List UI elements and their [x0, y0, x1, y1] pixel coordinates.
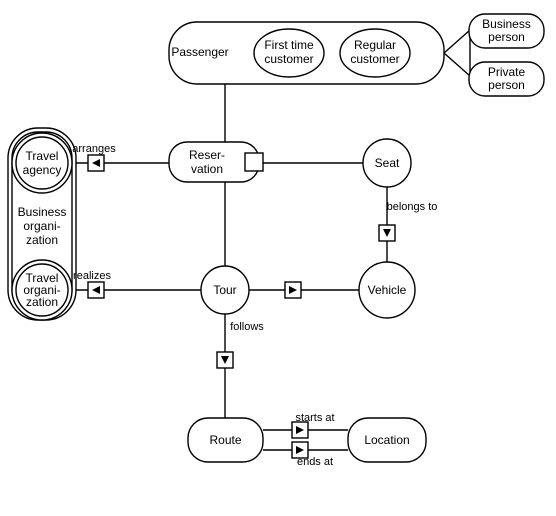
svg-text:ends at: ends at — [297, 456, 333, 468]
svg-text:Private: Private — [488, 65, 526, 79]
svg-text:customer: customer — [264, 52, 313, 66]
svg-text:Vehicle: Vehicle — [368, 283, 407, 297]
svg-text:belongs to: belongs to — [387, 201, 438, 213]
svg-text:organi-: organi- — [23, 219, 60, 233]
svg-text:follows: follows — [230, 321, 264, 333]
svg-text:Travel: Travel — [26, 149, 59, 163]
svg-text:Passenger: Passenger — [171, 45, 228, 59]
svg-text:Regular: Regular — [354, 38, 396, 52]
svg-text:Seat: Seat — [375, 156, 400, 170]
svg-text:arranges: arranges — [72, 143, 116, 155]
svg-text:Tour: Tour — [213, 283, 236, 297]
svg-text:Route: Route — [209, 433, 241, 447]
svg-text:zation: zation — [26, 233, 58, 247]
svg-text:agency: agency — [23, 163, 62, 177]
svg-text:person: person — [488, 78, 525, 92]
svg-text:Business: Business — [18, 205, 67, 219]
svg-text:vation: vation — [191, 162, 223, 176]
svg-text:Location: Location — [364, 433, 409, 447]
svg-text:First time: First time — [264, 38, 314, 52]
svg-text:zation: zation — [26, 295, 58, 309]
svg-text:Business: Business — [482, 17, 531, 31]
svg-text:customer: customer — [350, 52, 399, 66]
svg-text:person: person — [488, 30, 525, 44]
svg-text:realizes: realizes — [73, 270, 111, 282]
svg-text:Reser-: Reser- — [189, 148, 225, 162]
svg-text:starts at: starts at — [295, 412, 334, 424]
